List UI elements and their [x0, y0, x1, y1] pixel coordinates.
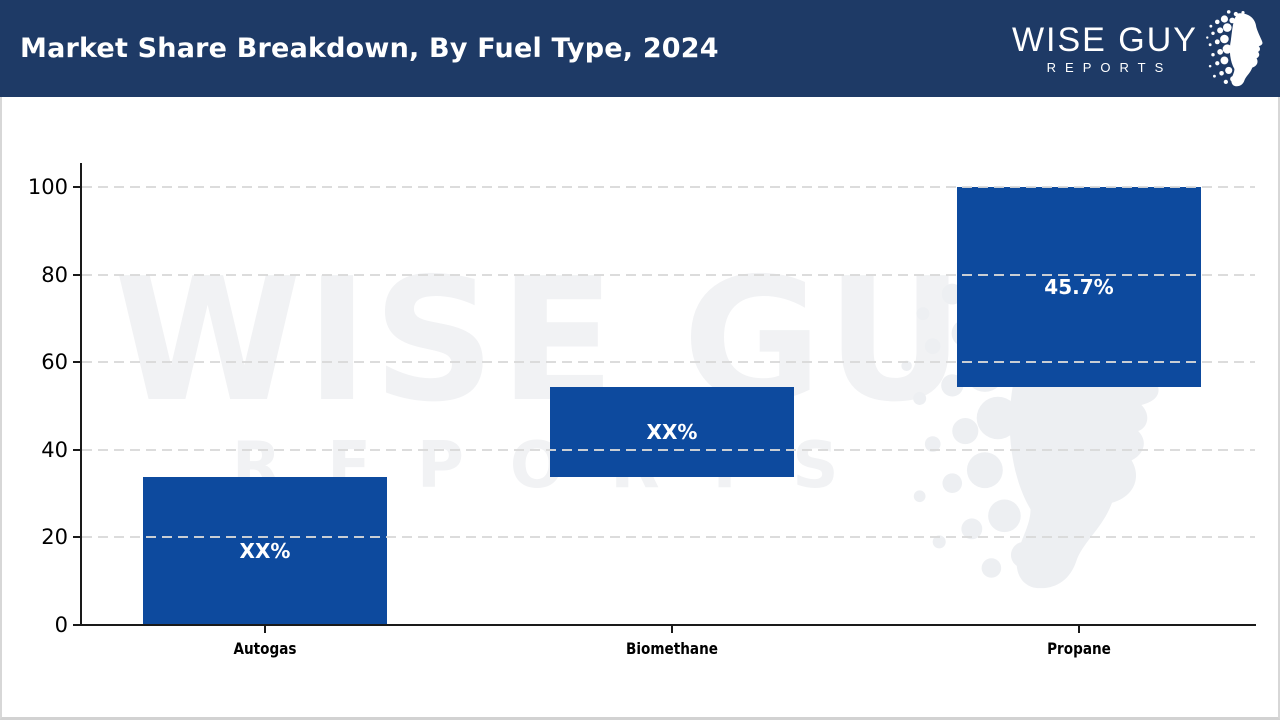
x-tick-mark — [1078, 626, 1080, 633]
y-tick-mark — [73, 273, 81, 276]
x-tick-mark — [671, 626, 673, 633]
x-category-label: Biomethane — [625, 639, 719, 658]
chart-layer: WISE GUY REPORTS XX%XX%45.7%020406080100… — [2, 97, 1278, 717]
header: Market Share Breakdown, By Fuel Type, 20… — [0, 0, 1280, 97]
y-tick-label: 100 — [27, 175, 68, 199]
bar-propane — [957, 187, 1201, 388]
gridline — [82, 361, 1255, 364]
y-tick-label: 20 — [41, 525, 68, 550]
logo-subtitle: REPORTS — [1046, 59, 1173, 75]
y-tick-label: 40 — [41, 437, 68, 462]
y-tick-mark — [73, 361, 81, 364]
gridline — [82, 448, 1255, 451]
dotted-face-icon — [1206, 9, 1263, 86]
bar-value-label: XX% — [646, 420, 698, 445]
x-category-label: Propane — [1047, 639, 1111, 658]
y-tick-mark — [73, 186, 81, 188]
bar-value-label: 45.7% — [1044, 275, 1114, 300]
bar-value-label: XX% — [239, 538, 291, 563]
wise-guy-logo: WISE GUY REPORTS — [1012, 9, 1266, 89]
y-tick-mark — [73, 448, 81, 451]
y-tick-label: 80 — [41, 262, 68, 287]
gridline — [82, 273, 1255, 276]
y-tick-mark — [73, 536, 81, 539]
bar-autogas — [143, 476, 387, 625]
x-axis — [80, 624, 1256, 626]
logo-text: WISE GUY REPORTS — [1012, 23, 1198, 75]
x-tick-mark — [264, 626, 266, 633]
y-tick-mark — [73, 624, 81, 626]
page-title: Market Share Breakdown, By Fuel Type, 20… — [20, 33, 719, 64]
gridline — [82, 186, 1255, 188]
y-tick-label: 60 — [41, 350, 68, 375]
bar-biomethane — [550, 387, 794, 477]
y-axis — [80, 163, 82, 626]
logo-name: WISE GUY — [1011, 20, 1198, 59]
chart-area: WISE GUY REPORTS XX%XX%45.7%020406080100… — [0, 97, 1280, 720]
y-tick-label: 0 — [54, 613, 68, 637]
gridline — [82, 536, 1255, 539]
x-category-label: Autogas — [233, 639, 297, 658]
